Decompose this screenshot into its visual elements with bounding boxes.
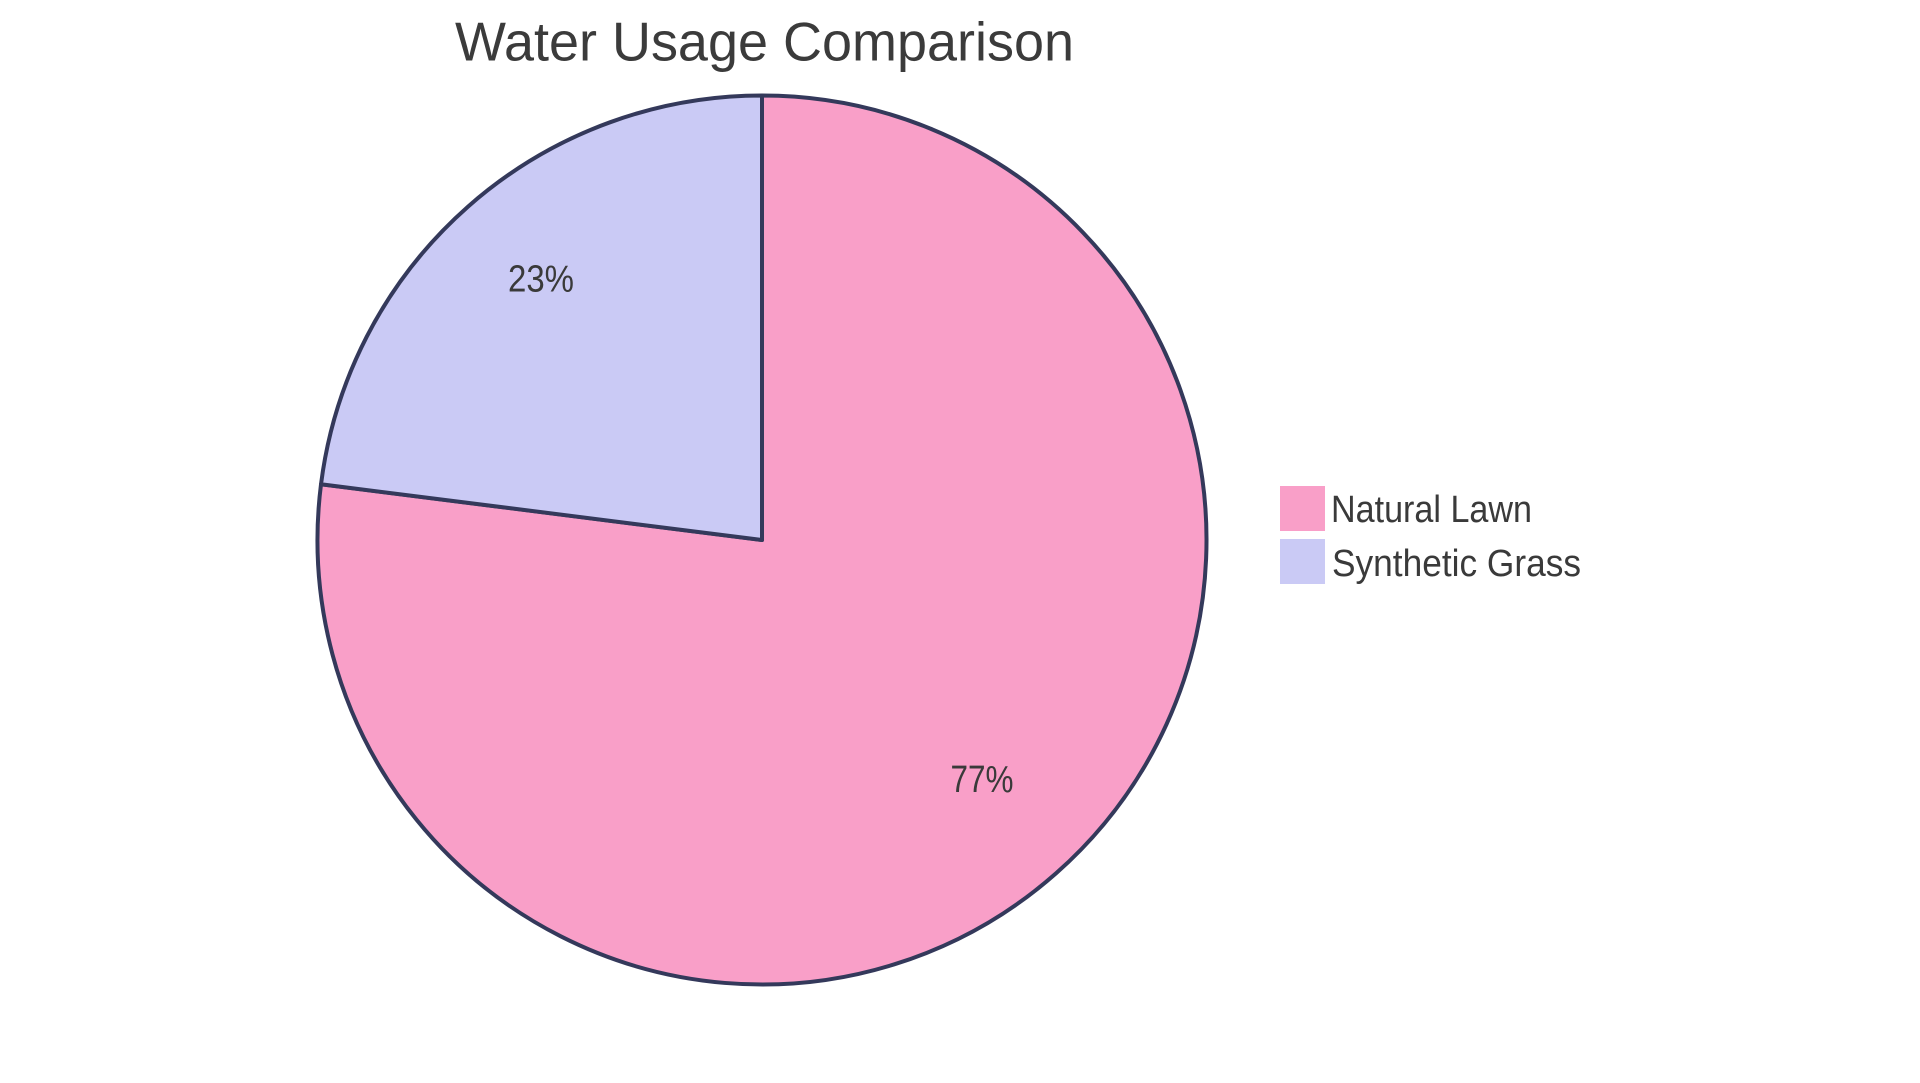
svg-text:Natural Lawn: Natural Lawn xyxy=(1331,489,1532,531)
svg-text:Synthetic Grass: Synthetic Grass xyxy=(1332,543,1581,585)
svg-text:77%: 77% xyxy=(951,759,1014,801)
svg-text:Water Usage Comparison: Water Usage Comparison xyxy=(455,11,1074,73)
svg-text:23%: 23% xyxy=(508,259,574,301)
